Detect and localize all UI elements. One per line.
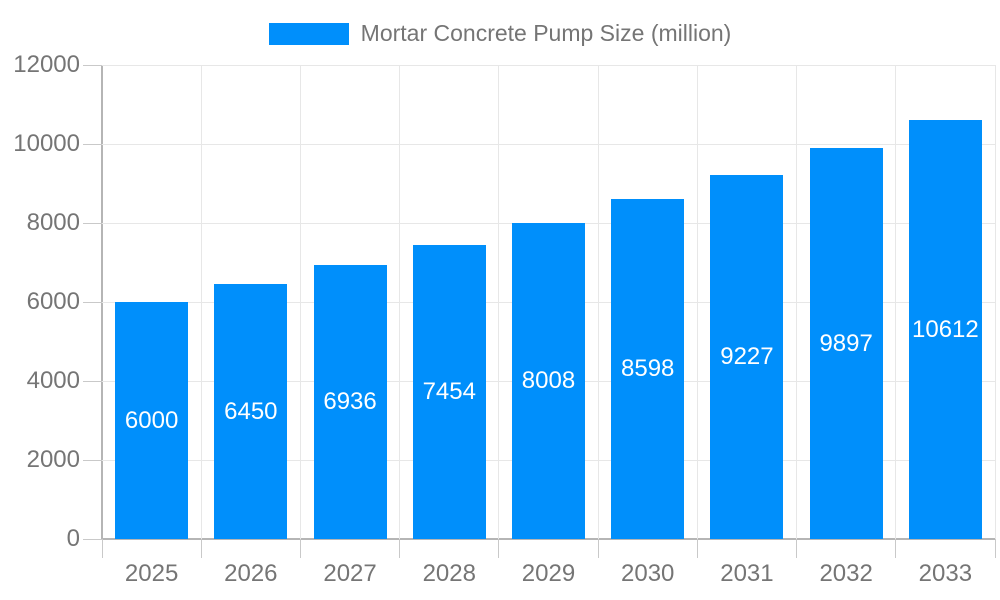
x-axis-label-2033: 2033 [918,560,973,587]
bar-2028[interactable]: 7454 [412,245,486,539]
v-gridline [994,65,996,539]
x-tick [796,539,798,558]
y-tick [83,459,102,461]
bar-2031[interactable]: 9227 [710,175,784,539]
x-axis-label-2029: 2029 [521,560,576,587]
legend-label: Mortar Concrete Pump Size (million) [360,20,732,46]
bar-2026[interactable]: 6450 [214,284,288,539]
y-tick [83,538,102,540]
x-tick [994,539,996,558]
bar-2033[interactable]: 10612 [908,120,982,539]
bar-value-label: 6450 [224,397,278,425]
y-tick [83,380,102,382]
h-gridline [102,143,995,145]
y-tick [83,64,102,66]
y-axis-label-6000: 6000 [26,288,80,315]
x-axis-label-2032: 2032 [819,560,873,587]
plot-area: 0 2000 4000 6000 8000 10000 12000 6000 2025 6450 2… [13,51,996,587]
y-axis-label-8000: 8000 [26,209,80,236]
x-axis-label-2028: 2028 [422,560,476,587]
bar-2032[interactable]: 9897 [809,148,883,539]
x-axis-label-2030: 2030 [621,560,675,587]
y-axis-label-2000: 2000 [26,446,80,473]
x-axis-label-2025: 2025 [124,560,179,587]
y-axis-label-0: 0 [66,525,80,552]
v-gridline [498,65,500,539]
y-axis-label-12000: 12000 [13,51,80,78]
bar-value-label: 8598 [621,355,675,382]
x-axis-label-2026: 2026 [224,560,278,587]
bar-value-label: 7454 [422,378,476,405]
v-gridline [299,65,301,539]
y-tick [83,143,102,145]
x-tick [399,539,401,558]
y-axis-label-10000: 10000 [13,130,80,157]
bar-value-label: 6936 [323,388,377,415]
chart-legend[interactable]: Mortar Concrete Pump Size (million) [0,20,1000,47]
bar-2030[interactable]: 8598 [611,199,685,539]
v-gridline [597,65,599,539]
bar-value-label: 10612 [912,315,979,343]
y-tick [83,301,102,303]
x-tick [299,539,301,558]
legend-swatch[interactable] [268,22,349,45]
bar-2027[interactable]: 6936 [313,265,387,539]
v-gridline [895,65,897,539]
x-tick [101,539,103,558]
v-gridline [200,65,202,539]
h-gridline [102,64,995,66]
x-axis-label-2027: 2027 [323,560,377,587]
y-axis-label-4000: 4000 [26,367,80,394]
x-tick [895,539,897,558]
v-gridline [399,65,401,539]
bar-2025[interactable]: 6000 [115,302,189,539]
bar-2029[interactable]: 8008 [512,223,585,539]
bar-value-label: 6000 [124,406,179,434]
x-tick [200,539,202,558]
y-tick [83,222,102,224]
x-tick [498,539,500,558]
x-tick [696,539,698,558]
x-tick [597,539,599,558]
bar-value-label: 8008 [521,367,576,394]
bar-value-label: 9897 [819,329,873,357]
v-gridline [696,65,698,539]
bar-value-label: 9227 [720,343,774,370]
x-axis-line [102,538,995,540]
x-axis-label-2031: 2031 [720,560,774,587]
v-gridline [796,65,798,539]
